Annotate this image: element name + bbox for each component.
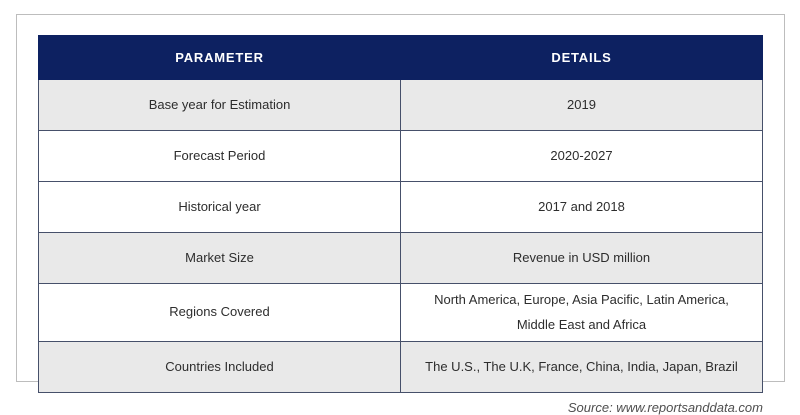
table-row: Forecast Period 2020-2027 bbox=[38, 130, 763, 182]
details-cell: North America, Europe, Asia Pacific, Lat… bbox=[400, 282, 763, 343]
parameter-cell: Countries Included bbox=[38, 341, 401, 394]
details-cell: 2020-2027 bbox=[400, 130, 763, 182]
table-row: Historical year 2017 and 2018 bbox=[38, 181, 763, 233]
details-cell: Revenue in USD million bbox=[400, 232, 763, 284]
table-row: Regions Covered North America, Europe, A… bbox=[38, 282, 763, 343]
source-attribution: Source: www.reportsanddata.com bbox=[567, 400, 763, 415]
parameter-cell: Market Size bbox=[38, 232, 401, 284]
table-header-row: PARAMETER DETAILS bbox=[38, 35, 763, 80]
parameter-cell: Base year for Estimation bbox=[38, 79, 401, 131]
parameters-table: PARAMETER DETAILS Base year for Estimati… bbox=[38, 35, 763, 394]
parameter-column-header: PARAMETER bbox=[38, 35, 401, 80]
parameter-cell: Forecast Period bbox=[38, 130, 401, 182]
parameter-cell: Historical year bbox=[38, 181, 401, 233]
parameter-cell: Regions Covered bbox=[38, 282, 401, 343]
table-row: Market Size Revenue in USD million bbox=[38, 232, 763, 284]
details-column-header: DETAILS bbox=[400, 35, 763, 80]
table-row: Countries Included The U.S., The U.K, Fr… bbox=[38, 341, 763, 394]
details-cell: 2019 bbox=[400, 79, 763, 131]
details-cell: 2017 and 2018 bbox=[400, 181, 763, 233]
details-cell: The U.S., The U.K, France, China, India,… bbox=[400, 341, 763, 394]
report-scope-card: PARAMETER DETAILS Base year for Estimati… bbox=[16, 14, 785, 415]
table-row: Base year for Estimation 2019 bbox=[38, 79, 763, 131]
